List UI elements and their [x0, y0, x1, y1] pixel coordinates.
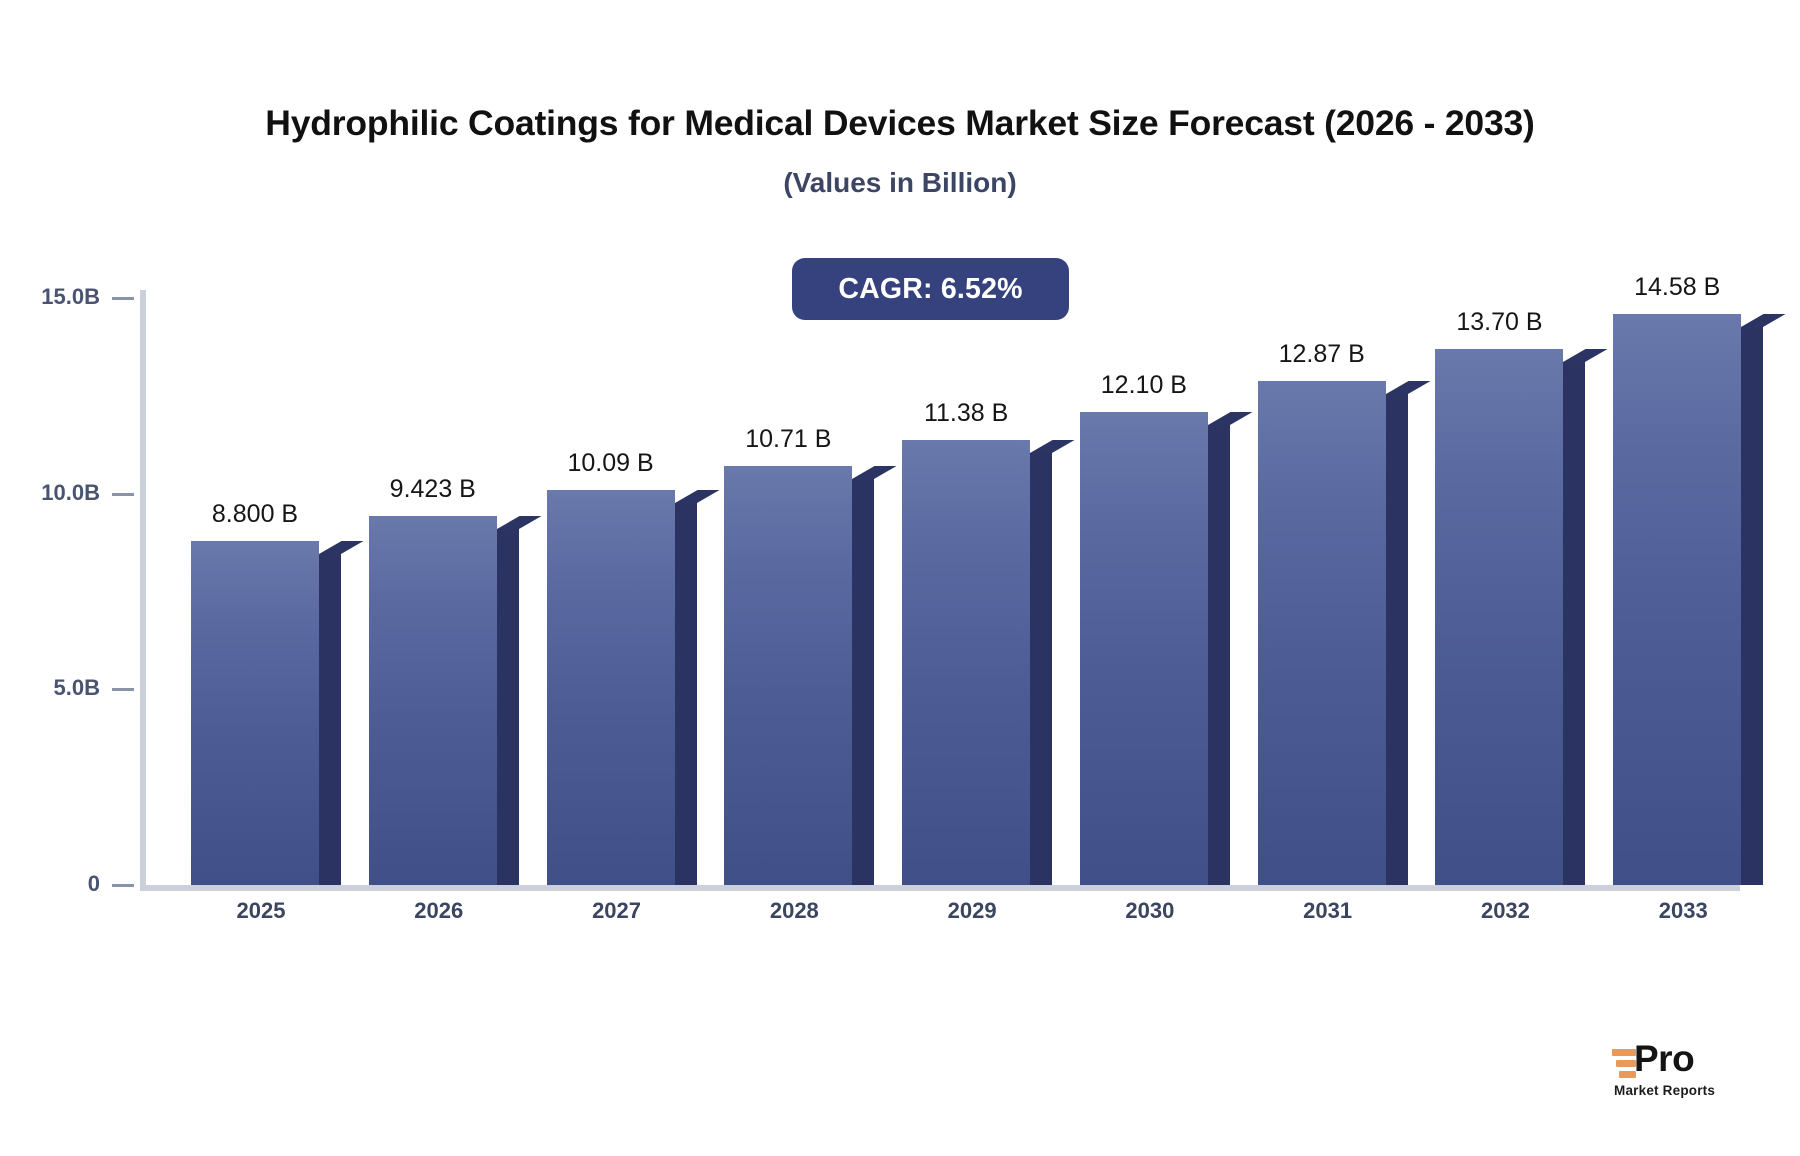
bar-column[interactable]: 9.423 B: [368, 475, 542, 885]
bar-column[interactable]: 11.38 B: [902, 399, 1075, 885]
bar-column[interactable]: 12.10 B: [1079, 371, 1253, 885]
bar-value-label: 10.71 B: [745, 424, 832, 453]
y-axis-labels: 15.0B 10.0B 5.0B 0: [0, 284, 100, 896]
bar-side-face: [1385, 394, 1408, 885]
x-axis-tick-label: 2025: [236, 898, 286, 923]
bar-value-label: 11.38 B: [923, 398, 1009, 427]
bar-side-face: [1030, 452, 1053, 885]
bar-top-face: [1741, 314, 1786, 328]
x-axis-line: [140, 885, 1740, 891]
bar-side-face: [1563, 361, 1586, 885]
bar-front-face: [1435, 348, 1564, 885]
y-axis-tick-label: 10.0B: [41, 479, 100, 505]
x-axis-tick-label: 2031: [1303, 898, 1353, 923]
y-axis-tick-label: 5.0B: [53, 675, 100, 701]
x-axis-tick-label: 2030: [1125, 898, 1175, 923]
bar-top-face: [496, 516, 542, 530]
cagr-badge: CAGR: 6.52%: [792, 258, 1069, 320]
bar-side-face: [496, 529, 519, 885]
chart-subtitle: (Values in Billion): [783, 167, 1017, 198]
bars-logo-icon: [1612, 1047, 1638, 1081]
bar-value-label: 10.09 B: [567, 449, 654, 478]
bar-top-face: [1030, 439, 1075, 453]
bar-column[interactable]: 13.70 B: [1435, 308, 1608, 885]
bar-side-face: [1207, 424, 1230, 885]
bar-side-face: [674, 503, 697, 885]
bar-column[interactable]: 10.09 B: [546, 449, 720, 885]
y-axis-tick-label: 0: [87, 871, 100, 896]
y-axis-tick-mark: [112, 492, 134, 496]
bar-front-face: [1613, 314, 1742, 885]
bar-top-face: [1563, 348, 1608, 362]
y-axis-line: [140, 290, 146, 890]
bar-top-face: [674, 490, 720, 504]
x-axis-tick-label: 2026: [414, 898, 464, 923]
bar-front-face: [546, 490, 675, 885]
x-axis-tick-label: 2032: [1480, 898, 1530, 923]
bar-side-face: [319, 553, 341, 885]
y-axis-tick-mark: [112, 297, 134, 300]
bar-column[interactable]: 12.87 B: [1257, 340, 1431, 885]
bar-value-label: 8.800 B: [211, 499, 299, 528]
x-axis-labels: 2025 2026 2027 2028 2029 2030 2031 2032 2033: [140, 898, 1740, 938]
bar-top-face: [1385, 381, 1431, 395]
logo-tagline: Market Reports: [1614, 1083, 1716, 1098]
x-axis-tick-label: 2027: [592, 898, 642, 923]
x-axis-tick-label: 2029: [947, 898, 997, 923]
y-axis-tick-label: 15.0B: [41, 284, 100, 309]
bar-top-face: [1207, 411, 1253, 425]
bar-front-face: [368, 516, 497, 885]
bar-top-face: [852, 465, 897, 479]
bar-side-face: [1741, 327, 1764, 885]
cagr-badge-label: CAGR: 6.52%: [838, 272, 1023, 305]
bar-value-label: 12.87 B: [1278, 340, 1365, 369]
bar-front-face: [1079, 411, 1208, 885]
x-axis-tick-label: 2028: [769, 898, 819, 923]
bar-column[interactable]: 14.58 B: [1613, 273, 1786, 885]
bar-value-label: 14.58 B: [1634, 273, 1721, 302]
bar-top-face: [319, 540, 364, 554]
bar-front-face: [191, 540, 319, 885]
bar-value-label: 9.423 B: [389, 475, 476, 504]
bar-series: 8.800 B 9.423 B 10.09 B 10.71 B 11.38 B 12.10…: [140, 273, 1786, 890]
bar-side-face: [852, 478, 875, 885]
plot-area: 15.0B 10.0B 5.0B 0 8.800 B 9.423 B 10.09 B 10.…: [41, 273, 1786, 896]
bar-value-label: 13.70 B: [1456, 307, 1543, 336]
brand-logo: Pro Market Reports: [1612, 1038, 1742, 1113]
chart-title: Hydrophilic Coatings for Medical Devices…: [265, 103, 1535, 143]
y-axis-tick-mark: [112, 688, 134, 692]
bar-front-face: [724, 465, 853, 885]
y-axis-tick-mark: [112, 884, 134, 887]
x-axis-tick-label: 2033: [1658, 898, 1708, 923]
bar-value-label: 12.10 B: [1100, 370, 1187, 399]
bar-front-face: [1257, 381, 1386, 885]
bar-column[interactable]: 8.800 B: [191, 500, 364, 885]
bar-front-face: [902, 439, 1031, 885]
bar-column[interactable]: 10.71 B: [724, 425, 897, 885]
logo-name: Pro: [1634, 1038, 1695, 1079]
